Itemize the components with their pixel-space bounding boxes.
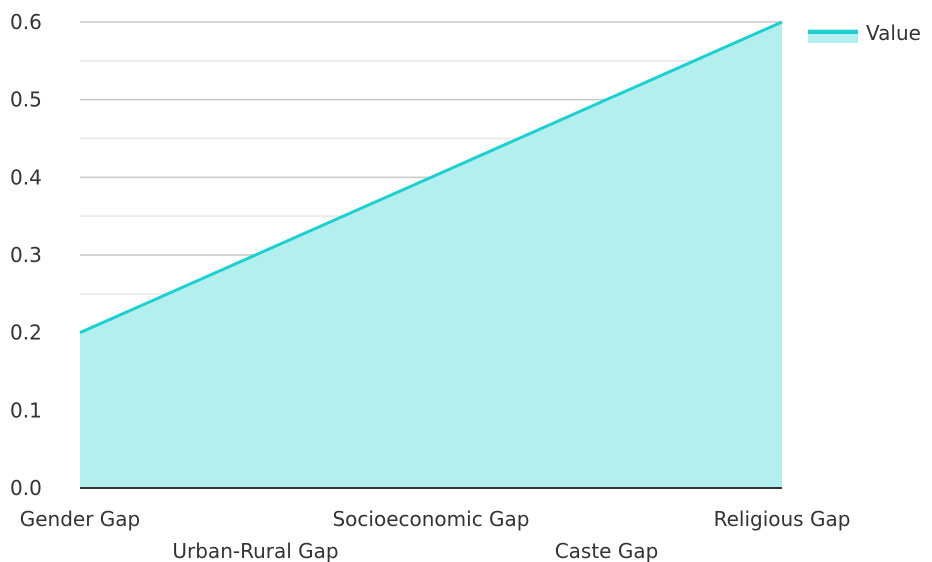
legend: Value <box>808 21 921 45</box>
series-line-value <box>79 20 783 335</box>
x-tick-label: Gender Gap <box>20 507 141 531</box>
x-tick-label: Socioeconomic Gap <box>332 507 529 531</box>
legend-label-value: Value <box>866 21 921 45</box>
x-tick-label: Religious Gap <box>714 507 851 531</box>
y-tick-label: 0.2 <box>10 321 42 345</box>
y-tick-label: 0.3 <box>10 243 42 267</box>
y-tick-label: 0.6 <box>10 10 42 34</box>
y-tick-label: 0.4 <box>10 165 42 189</box>
area-fill-value <box>80 22 782 488</box>
x-tick-label: Caste Gap <box>555 539 659 562</box>
y-tick-label: 0.5 <box>10 88 42 112</box>
y-axis-tick-labels: 0.0 0.1 0.2 0.3 0.4 0.5 0.6 <box>10 10 42 500</box>
y-tick-label: 0.0 <box>10 476 42 500</box>
y-tick-label: 0.1 <box>10 398 42 422</box>
x-axis-tick-labels: Gender Gap Urban-Rural Gap Socioeconomic G… <box>20 507 851 562</box>
x-tick-label: Urban-Rural Gap <box>172 539 338 562</box>
